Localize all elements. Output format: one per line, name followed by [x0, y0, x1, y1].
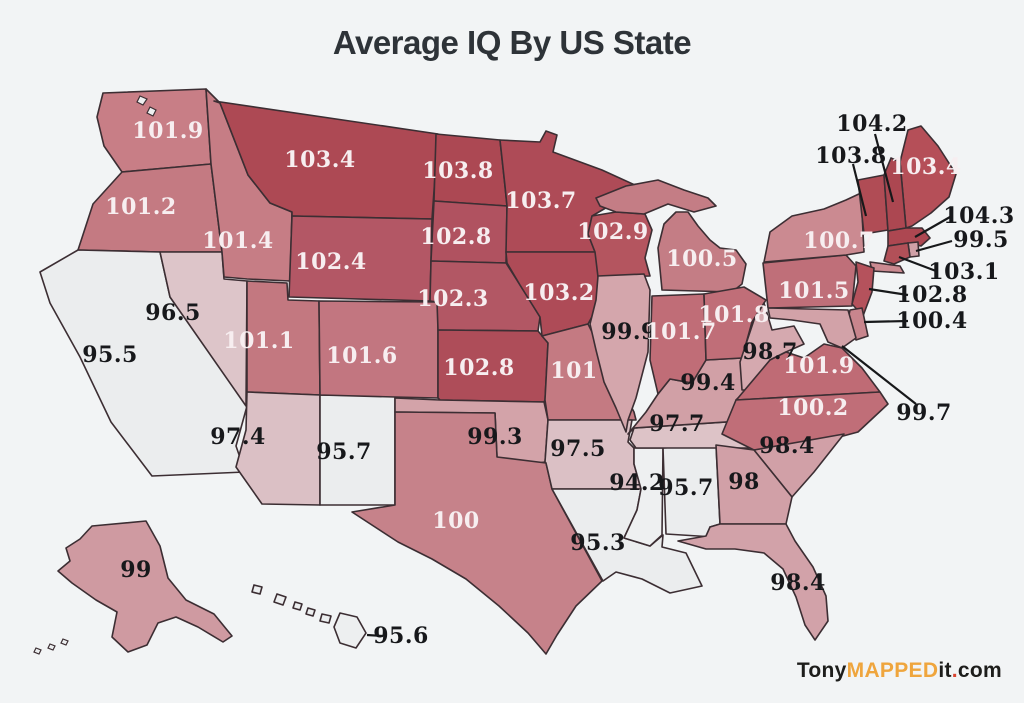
small-island	[146, 106, 157, 117]
value-label-vermont: 103.8	[815, 143, 886, 169]
state-illinois	[589, 273, 651, 433]
callout-line-delaware	[863, 319, 909, 324]
decor-islands-layer	[33, 95, 157, 655]
state-michigan	[595, 179, 717, 215]
state-michigan	[657, 211, 747, 293]
value-label-indiana: 101.7	[645, 319, 716, 345]
value-label-arkansas: 97.5	[550, 436, 606, 462]
watermark-segment: .	[951, 659, 958, 682]
small-island	[60, 638, 69, 646]
callout-line-massachusetts	[914, 216, 951, 238]
callout-line-vermont	[851, 163, 868, 217]
callout-line-maryland	[841, 345, 917, 405]
value-label-illinois: 99.9	[601, 319, 657, 345]
state-colorado	[318, 300, 439, 399]
callout-layer	[366, 133, 953, 638]
value-label-virginia: 101.9	[783, 353, 854, 379]
state-maine	[899, 125, 957, 229]
value-label-ohio: 101.8	[698, 302, 769, 328]
value-label-kansas: 102.8	[443, 355, 514, 381]
value-label-hawaii: 95.6	[373, 623, 429, 649]
callout-line-hawaii	[366, 633, 384, 638]
value-label-south-carolina: 98.4	[759, 433, 815, 459]
value-label-montana: 103.4	[284, 147, 355, 173]
value-label-pennsylvania: 101.5	[778, 278, 849, 304]
value-label-colorado: 101.6	[326, 343, 397, 369]
value-label-wisconsin: 102.9	[577, 219, 648, 245]
state-alaska	[57, 520, 233, 653]
state-hawaii	[292, 601, 303, 611]
state-hawaii	[333, 612, 367, 649]
value-label-new-mexico: 95.7	[316, 439, 372, 465]
state-florida	[677, 523, 829, 641]
value-label-connecticut: 103.1	[928, 259, 999, 285]
value-label-maryland: 99.7	[896, 400, 952, 426]
state-new-hampshire	[883, 157, 907, 232]
value-label-new-hampshire: 104.2	[836, 111, 907, 137]
state-maryland	[767, 307, 857, 349]
labels-layer: 101.9 101.2 95.5 96.5 101.4 103.4 102.4 101.1 97…	[82, 111, 1014, 649]
small-island	[33, 647, 42, 655]
value-label-south-dakota: 102.8	[420, 224, 491, 250]
value-label-north-dakota: 103.8	[422, 158, 493, 184]
state-hawaii	[251, 584, 263, 595]
value-label-west-virginia: 98.7	[742, 339, 798, 365]
state-texas	[351, 411, 603, 655]
value-label-louisiana: 95.3	[570, 530, 626, 556]
value-label-delaware: 100.4	[896, 308, 967, 334]
state-ohio	[703, 286, 767, 361]
value-label-massachusetts: 104.3	[943, 203, 1014, 229]
value-label-california: 95.5	[82, 342, 138, 368]
value-label-minnesota: 103.7	[505, 188, 576, 214]
value-label-alaska: 99	[120, 557, 152, 583]
value-label-mississippi: 94.2	[609, 470, 665, 496]
value-label-oklahoma: 99.3	[467, 424, 523, 450]
value-label-new-jersey: 102.8	[896, 282, 967, 308]
watermark-segment: Tony	[796, 659, 847, 682]
small-island	[47, 643, 56, 651]
state-mississippi	[623, 447, 664, 547]
callout-line-rhode-island	[915, 239, 953, 253]
value-label-utah: 101.1	[223, 328, 294, 354]
callout-line-new-jersey	[868, 287, 909, 297]
value-label-missouri: 101	[550, 358, 597, 384]
value-label-idaho: 101.4	[202, 228, 273, 254]
small-island	[136, 95, 148, 106]
value-label-nevada: 96.5	[145, 300, 201, 326]
value-label-washington: 101.9	[132, 118, 203, 144]
state-new-york	[869, 261, 905, 274]
value-label-tennessee: 97.7	[649, 411, 705, 437]
value-label-wyoming: 102.4	[295, 249, 366, 275]
state-hawaii	[305, 607, 316, 617]
value-label-georgia: 98	[728, 469, 760, 495]
state-hawaii	[273, 593, 287, 606]
value-label-michigan: 100.5	[666, 246, 737, 272]
value-label-north-carolina: 100.2	[777, 395, 848, 421]
state-georgia	[715, 444, 793, 525]
value-label-maine: 103.4	[890, 154, 961, 180]
value-label-oregon: 101.2	[105, 194, 176, 220]
value-label-rhode-island: 99.5	[953, 227, 1009, 253]
value-label-kentucky: 99.4	[680, 370, 736, 396]
value-label-alabama: 95.7	[658, 475, 714, 501]
value-label-iowa: 103.2	[523, 280, 594, 306]
states-layer	[39, 88, 957, 655]
value-label-texas: 100	[432, 508, 479, 534]
watermark-segment: com	[957, 659, 1002, 682]
watermark-tonymappedit: TonyMAPPEDit.com	[797, 659, 1002, 683]
value-label-new-york: 100.7	[803, 228, 874, 254]
value-label-nebraska: 102.3	[417, 286, 488, 312]
page-title: Average IQ By US State	[332, 24, 692, 61]
state-hawaii	[319, 613, 332, 624]
state-new-york	[763, 192, 865, 263]
callout-line-connecticut	[898, 255, 937, 273]
watermark-segment: MAPPED	[846, 659, 939, 682]
value-label-florida: 98.4	[770, 570, 826, 596]
value-label-arizona: 97.4	[210, 424, 266, 450]
watermark-segment: it	[938, 659, 952, 682]
callout-line-new-hampshire	[873, 133, 895, 203]
